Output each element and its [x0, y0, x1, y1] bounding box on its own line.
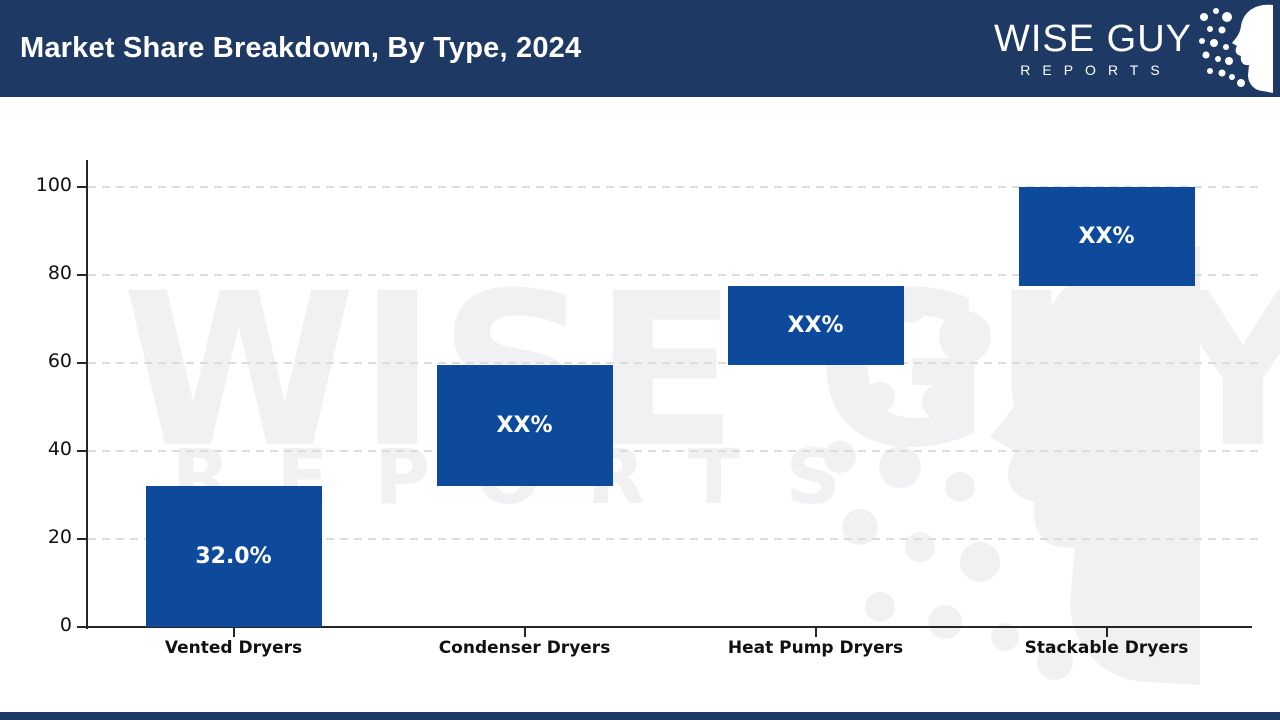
x-category-label: Vented Dryers — [164, 638, 303, 658]
y-tick-label: 60 — [47, 350, 72, 372]
x-tick — [814, 628, 817, 637]
chart-canvas: WISE GUY REPORTS 02040608010032.0%Vented… — [0, 97, 1280, 712]
x-tick — [523, 628, 526, 637]
y-tick-label: 100 — [35, 174, 72, 196]
y-tick — [77, 186, 86, 188]
y-tick-label: 40 — [47, 438, 72, 460]
y-tick — [77, 626, 86, 628]
logo-text: WISE GUY REPORTS — [994, 20, 1192, 78]
bar: XX% — [436, 365, 613, 487]
logo-face-icon — [1199, 4, 1273, 93]
y-tick — [77, 274, 86, 276]
y-tick — [77, 450, 86, 452]
gridline — [88, 274, 1263, 276]
y-tick — [77, 362, 86, 364]
y-tick-label: 0 — [59, 614, 72, 636]
logo-wordmark: WISE GUY — [993, 17, 1192, 60]
bar: XX% — [1018, 187, 1195, 286]
wise-guy-reports-logo: WISE GUY REPORTS — [994, 3, 1280, 95]
gridline — [88, 362, 1263, 364]
gridline — [88, 538, 1263, 540]
bar: XX% — [727, 286, 904, 366]
gridline — [88, 450, 1263, 452]
footer-band — [0, 712, 1280, 720]
x-axis-line — [86, 626, 1252, 628]
header-band: Market Share Breakdown, By Type, 2024 WI… — [0, 0, 1280, 97]
page-title: Market Share Breakdown, By Type, 2024 — [20, 32, 582, 64]
plot-region: 0 20 40 60 80 100 32.0% Vented Dryers XX% Condens… — [0, 97, 1280, 712]
gridline — [88, 186, 1263, 188]
bar-value-label: XX% — [1078, 224, 1135, 249]
bar-value-label: XX% — [496, 413, 553, 439]
bar-value-label: XX% — [787, 313, 844, 339]
logo-subtitle: REPORTS — [1020, 61, 1172, 78]
y-tick — [77, 538, 86, 540]
y-tick-label: 20 — [47, 526, 72, 548]
y-tick-label: 80 — [47, 262, 72, 284]
x-category-label: Heat Pump Dryers — [727, 638, 904, 658]
x-category-label: Stackable Dryers — [1024, 638, 1189, 658]
x-category-label: Condenser Dryers — [438, 638, 611, 658]
bar-value-label: 32.0% — [195, 544, 272, 570]
x-tick — [1105, 628, 1108, 637]
bar: 32.0% — [145, 486, 322, 627]
y-axis-line — [86, 160, 88, 629]
x-tick — [232, 628, 235, 637]
